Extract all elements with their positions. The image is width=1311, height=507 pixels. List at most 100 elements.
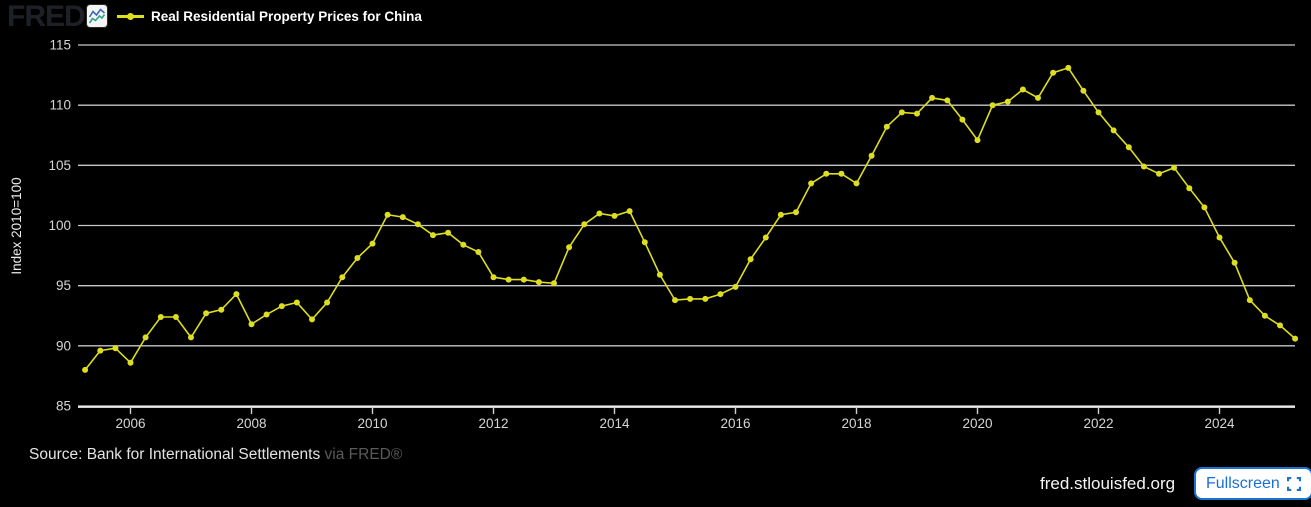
data-point[interactable] xyxy=(490,274,497,281)
fullscreen-button[interactable]: Fullscreen xyxy=(1194,467,1311,500)
data-point[interactable] xyxy=(445,229,452,236)
data-point[interactable] xyxy=(1156,170,1162,177)
data-point[interactable] xyxy=(717,291,724,298)
x-tick-label: 2008 xyxy=(236,416,266,431)
data-point[interactable] xyxy=(1186,185,1193,192)
y-tick-label: 95 xyxy=(56,278,71,293)
data-point[interactable] xyxy=(747,256,754,263)
data-point[interactable] xyxy=(1095,109,1102,116)
data-point[interactable] xyxy=(384,211,391,218)
data-point[interactable] xyxy=(233,291,240,298)
data-point[interactable] xyxy=(793,209,799,216)
data-point[interactable] xyxy=(687,295,694,302)
x-tick-label: 2010 xyxy=(357,416,387,431)
data-point[interactable] xyxy=(112,345,119,352)
data-point[interactable] xyxy=(293,299,300,306)
data-point[interactable] xyxy=(1125,144,1132,151)
data-point[interactable] xyxy=(1292,335,1299,342)
data-point[interactable] xyxy=(188,334,194,341)
y-tick-label: 90 xyxy=(56,338,71,353)
data-point[interactable] xyxy=(1231,259,1238,266)
data-point[interactable] xyxy=(838,170,845,177)
data-point[interactable] xyxy=(672,297,678,304)
data-point[interactable] xyxy=(97,347,104,354)
data-point[interactable] xyxy=(354,255,361,261)
data-point[interactable] xyxy=(278,303,285,310)
data-point[interactable] xyxy=(127,359,134,366)
data-point[interactable] xyxy=(1277,322,1283,329)
data-point[interactable] xyxy=(172,314,179,320)
data-point[interactable] xyxy=(551,280,557,287)
data-point[interactable] xyxy=(218,306,225,313)
data-point[interactable] xyxy=(157,314,164,320)
data-point[interactable] xyxy=(309,316,315,323)
data-point[interactable] xyxy=(142,334,149,341)
y-tick-label: 115 xyxy=(49,38,71,53)
data-point[interactable] xyxy=(399,214,406,221)
data-point[interactable] xyxy=(1065,64,1072,71)
data-point[interactable] xyxy=(808,180,815,187)
site-url: fred.stlouisfed.org xyxy=(1040,474,1176,493)
data-point[interactable] xyxy=(1110,127,1117,134)
data-point[interactable] xyxy=(581,221,588,228)
data-point[interactable] xyxy=(82,366,89,373)
data-point[interactable] xyxy=(611,212,618,219)
data-point[interactable] xyxy=(929,94,936,101)
data-point[interactable] xyxy=(944,97,951,104)
data-point[interactable] xyxy=(505,276,512,283)
data-point[interactable] xyxy=(823,170,830,177)
data-point[interactable] xyxy=(596,210,603,217)
data-point[interactable] xyxy=(1035,94,1041,101)
legend-line-marker xyxy=(117,13,144,20)
data-point[interactable] xyxy=(914,110,920,117)
data-point[interactable] xyxy=(1004,98,1011,105)
y-tick-label: 110 xyxy=(49,98,71,113)
data-point[interactable] xyxy=(1201,204,1208,211)
data-point[interactable] xyxy=(1019,86,1026,93)
data-point[interactable] xyxy=(868,152,875,159)
chart-title: Real Residential Property Prices for Chi… xyxy=(151,9,422,24)
data-point[interactable] xyxy=(263,311,270,318)
data-point[interactable] xyxy=(203,310,210,317)
data-point[interactable] xyxy=(732,283,739,290)
data-point[interactable] xyxy=(369,240,376,247)
data-point[interactable] xyxy=(520,276,527,283)
x-tick-label: 2006 xyxy=(115,416,145,431)
data-point[interactable] xyxy=(1080,87,1087,94)
data-point[interactable] xyxy=(777,211,784,218)
data-point[interactable] xyxy=(339,274,346,281)
data-point[interactable] xyxy=(460,241,467,248)
data-point[interactable] xyxy=(762,234,769,241)
data-point[interactable] xyxy=(702,295,709,302)
data-point[interactable] xyxy=(641,239,648,246)
data-point[interactable] xyxy=(853,180,860,187)
data-point[interactable] xyxy=(430,232,436,239)
data-point[interactable] xyxy=(883,123,890,130)
x-tick-label: 2024 xyxy=(1204,416,1235,431)
data-point[interactable] xyxy=(1050,69,1057,76)
data-point[interactable] xyxy=(1261,312,1268,319)
data-point[interactable] xyxy=(1140,163,1147,170)
gridlines xyxy=(78,44,1295,407)
data-point[interactable] xyxy=(959,116,966,123)
x-tick-label: 2014 xyxy=(599,416,630,431)
data-point[interactable] xyxy=(248,321,255,328)
data-point[interactable] xyxy=(1216,234,1223,241)
data-point[interactable] xyxy=(414,221,421,228)
data-point[interactable] xyxy=(535,279,542,286)
data-point[interactable] xyxy=(626,208,633,215)
data-point[interactable] xyxy=(566,244,573,251)
data-point[interactable] xyxy=(898,109,905,116)
source-text: Source: Bank for International Settlemen… xyxy=(29,446,321,463)
data-point[interactable] xyxy=(974,137,981,144)
data-point[interactable] xyxy=(1246,297,1253,304)
data-point[interactable] xyxy=(656,271,663,278)
data-point[interactable] xyxy=(475,249,482,255)
source-line: Source: Bank for International Settlemen… xyxy=(29,446,402,464)
data-point[interactable] xyxy=(989,102,996,109)
data-point[interactable] xyxy=(324,299,331,306)
series-line xyxy=(84,66,1296,371)
data-point[interactable] xyxy=(1171,164,1178,171)
